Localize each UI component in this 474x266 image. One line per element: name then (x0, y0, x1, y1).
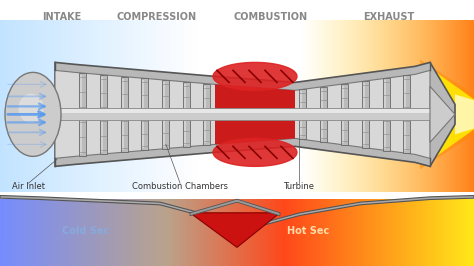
Bar (204, 86, 207, 143)
Text: INTAKE: INTAKE (42, 12, 81, 22)
Bar (203, 84, 210, 145)
Polygon shape (213, 63, 297, 90)
Bar (143, 80, 145, 148)
Bar (80, 73, 86, 156)
Bar (101, 77, 103, 152)
Polygon shape (190, 213, 280, 247)
Bar (100, 75, 107, 154)
Polygon shape (55, 70, 430, 158)
Bar (341, 84, 348, 145)
Text: COMPRESSION: COMPRESSION (116, 12, 197, 22)
Bar (300, 89, 307, 139)
Text: COMBUSTION: COMBUSTION (233, 12, 307, 22)
Bar (184, 84, 186, 145)
Polygon shape (0, 196, 474, 231)
Polygon shape (215, 84, 295, 144)
Text: Cold Sec: Cold Sec (62, 226, 109, 236)
Text: Hot Sec: Hot Sec (287, 226, 329, 236)
Bar (342, 86, 344, 143)
Bar (142, 78, 148, 150)
Bar (403, 76, 410, 153)
Text: EXHAUST: EXHAUST (363, 12, 414, 22)
Bar (121, 77, 128, 152)
Bar (404, 77, 407, 151)
Bar (122, 79, 124, 150)
Bar (321, 89, 323, 140)
Bar (183, 82, 190, 147)
Bar (320, 86, 328, 142)
Bar (163, 82, 165, 147)
Polygon shape (430, 86, 455, 142)
Text: Air Inlet: Air Inlet (12, 182, 45, 191)
Bar (363, 83, 365, 146)
Polygon shape (55, 63, 455, 166)
Bar (362, 81, 369, 148)
Bar (0, 0, 474, 192)
Bar (55, 109, 430, 113)
Bar (81, 75, 82, 154)
Polygon shape (455, 94, 474, 134)
Ellipse shape (5, 72, 61, 156)
Bar (383, 78, 390, 151)
Polygon shape (190, 199, 280, 216)
Text: Combustion Chambers: Combustion Chambers (132, 182, 228, 191)
Ellipse shape (18, 94, 44, 123)
Bar (301, 91, 302, 138)
Text: Turbine: Turbine (283, 182, 314, 191)
Polygon shape (425, 64, 474, 164)
Bar (162, 80, 169, 149)
Bar (55, 108, 430, 120)
Polygon shape (213, 138, 297, 166)
Polygon shape (420, 59, 474, 169)
Bar (383, 80, 386, 148)
